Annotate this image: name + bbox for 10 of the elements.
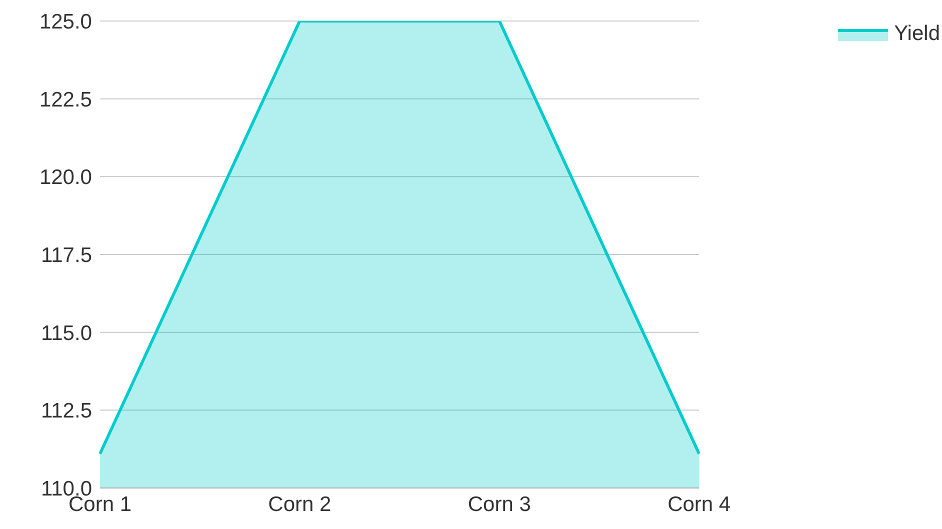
x-tick-label: Corn 4 [668,492,731,516]
y-tick-label: 122.5 [39,88,92,112]
y-tick-label: 115.0 [41,322,92,345]
y-tick-label: 117.5 [41,244,92,267]
x-tick-label: Corn 3 [468,492,531,516]
y-tick-label: 112.5 [41,400,92,423]
x-tick-label: Corn 2 [268,492,332,516]
y-tick-label: 125.0 [39,10,92,34]
legend-label: Yield [894,22,940,46]
y-tick-label: 120.0 [39,166,92,190]
